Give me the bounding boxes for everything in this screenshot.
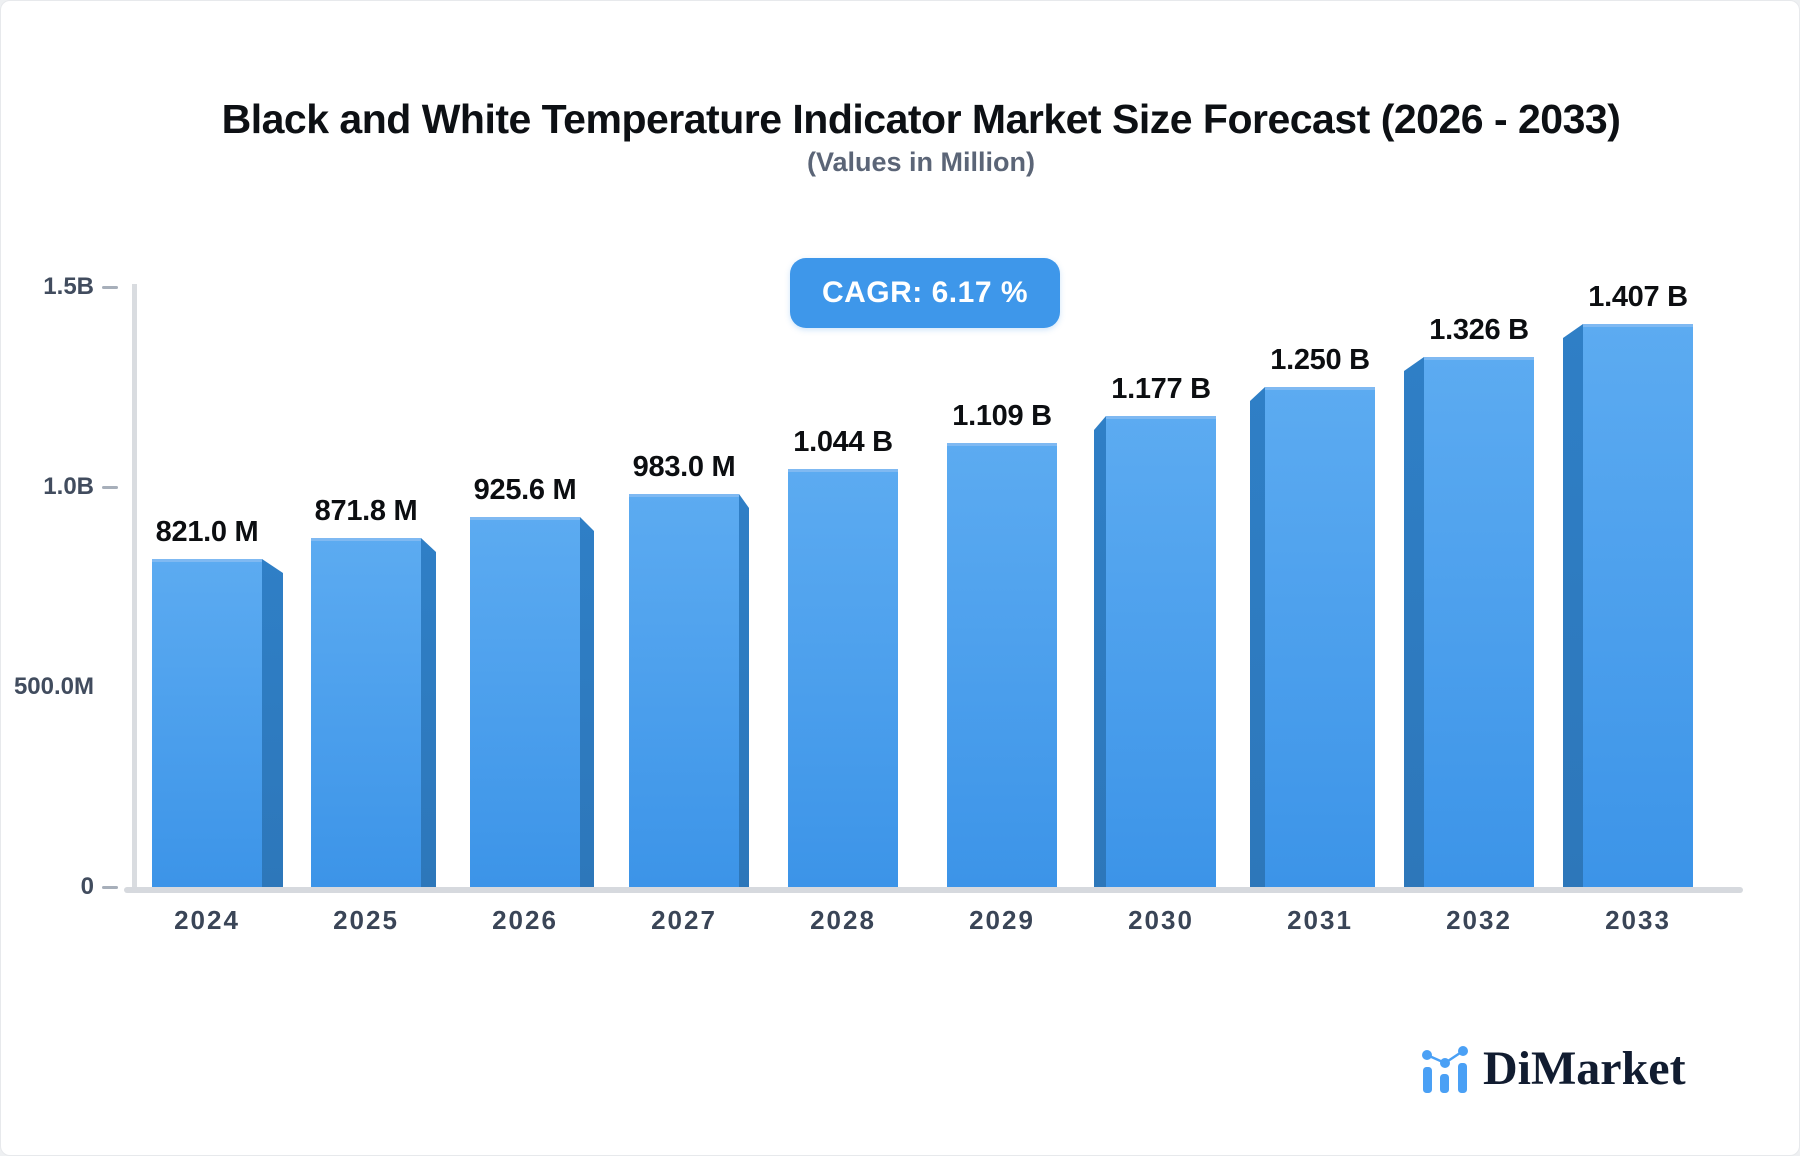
- dimarket-logo-text: DiMarket: [1483, 1042, 1686, 1095]
- cagr-badge-label: CAGR: 6.17 %: [821, 276, 1029, 309]
- bar-side-2027: [739, 494, 749, 887]
- bar-value-label-2033: 1.407 B: [1588, 281, 1688, 313]
- bar-side-2026: [580, 517, 594, 887]
- y-axis-label-1.5B: 1.5B: [43, 273, 94, 300]
- x-axis-label-2032: 2032: [1446, 905, 1512, 935]
- bar-value-label-2024: 821.0 M: [155, 516, 259, 548]
- x-axis-label-2026: 2026: [492, 905, 558, 935]
- x-axis-line: [124, 887, 1743, 893]
- bar-2024: [152, 559, 262, 887]
- y-axis-line: [132, 284, 137, 890]
- bar-value-label-2028: 1.044 B: [793, 426, 893, 458]
- bar-2027: [629, 494, 739, 887]
- cagr-badge: CAGR: 6.17 %: [790, 258, 1060, 328]
- bar-2032: [1424, 357, 1534, 887]
- bar-value-label-2031: 1.250 B: [1270, 344, 1370, 376]
- y-axis-label-500.0M: 500.0M: [13, 673, 94, 700]
- bar-side-2031: [1250, 387, 1265, 887]
- x-axis-label-2031: 2031: [1287, 905, 1353, 935]
- bar-2033: [1583, 324, 1693, 887]
- bar-2025: [311, 538, 421, 887]
- bar-value-label-2029: 1.109 B: [952, 400, 1052, 432]
- bar-value-label-2026: 925.6 M: [473, 474, 577, 506]
- y-axis-tick-1.0B: [102, 486, 118, 489]
- bar-side-2032: [1404, 357, 1424, 887]
- bars-group: [152, 324, 1693, 887]
- x-axis-label-2028: 2028: [810, 905, 876, 935]
- bar-side-2030: [1094, 416, 1106, 887]
- x-axis-label-2029: 2029: [969, 905, 1035, 935]
- chart-title: Black and White Temperature Indicator Ma…: [221, 96, 1621, 142]
- bar-value-label-2025: 871.8 M: [314, 495, 418, 527]
- bar-value-label-2030: 1.177 B: [1111, 373, 1211, 405]
- x-axis-label-2027: 2027: [651, 905, 717, 935]
- bar-2026: [470, 517, 580, 887]
- bar-2031: [1265, 387, 1375, 887]
- x-axis-label-2025: 2025: [333, 905, 399, 935]
- x-axis-label-2030: 2030: [1128, 905, 1194, 935]
- y-axis-tick-1.5B: [102, 286, 118, 289]
- x-axis-label-2033: 2033: [1605, 905, 1671, 935]
- bar-2029: [947, 443, 1057, 887]
- bar-side-2033: [1563, 324, 1583, 887]
- y-axis-label-1.0B: 1.0B: [43, 473, 94, 500]
- bar-2028: [788, 469, 898, 887]
- bar-2030: [1106, 416, 1216, 887]
- dimarket-logo-icon: [1422, 1046, 1468, 1093]
- dimarket-logo: DiMarket: [1421, 1041, 1686, 1093]
- chart-subtitle: (Values in Million): [806, 147, 1036, 177]
- bar-value-label-2032: 1.326 B: [1429, 314, 1529, 346]
- y-axis-tick-0: [102, 886, 118, 889]
- bar-side-2025: [421, 538, 436, 887]
- bar-side-2024: [262, 559, 283, 887]
- bar-value-label-2027: 983.0 M: [632, 451, 736, 483]
- x-axis-label-2024: 2024: [174, 905, 240, 935]
- y-axis-label-0: 0: [80, 873, 94, 900]
